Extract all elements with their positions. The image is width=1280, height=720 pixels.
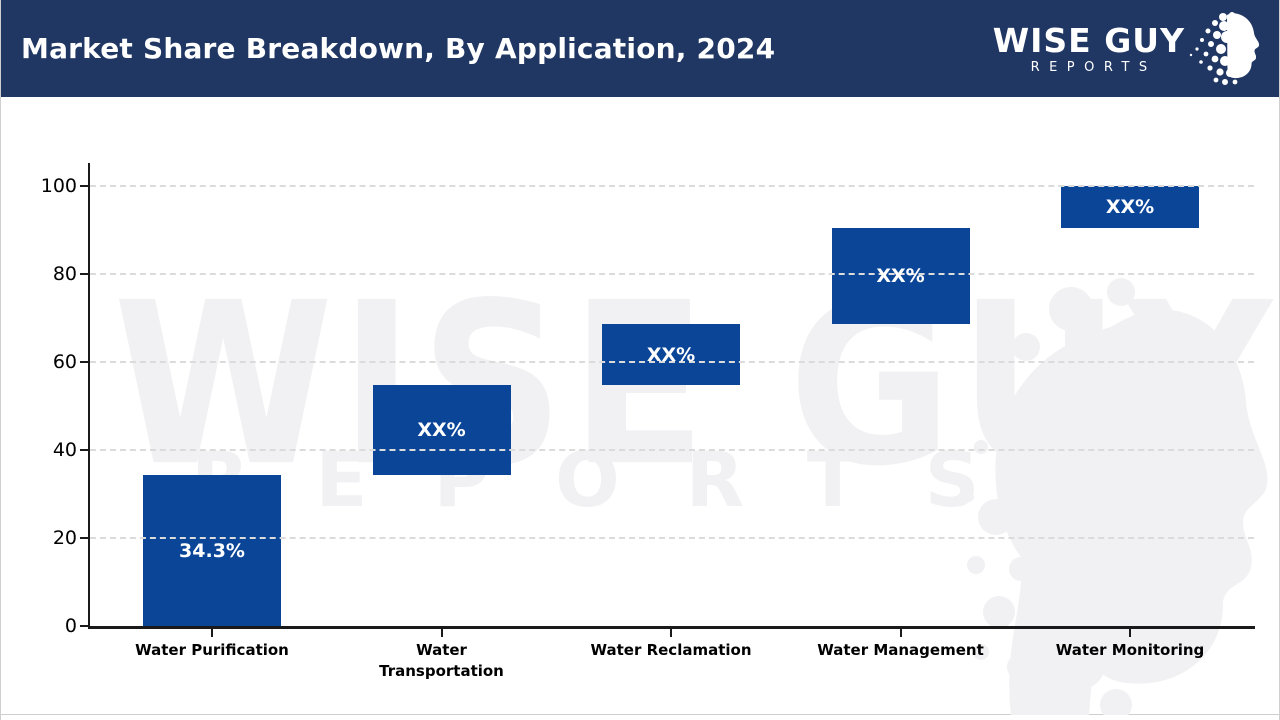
page-bottom-border: [1, 714, 1279, 715]
y-tick-label: 20: [52, 527, 77, 549]
y-tick-mark: [80, 449, 89, 451]
y-tick-label: 40: [52, 439, 77, 461]
bar-value-label: XX%: [1105, 196, 1155, 219]
bar-water-purification: [143, 475, 281, 626]
y-tick-mark: [80, 273, 89, 275]
y-tick-label: 80: [52, 263, 77, 285]
chart-title: Market Share Breakdown, By Application, …: [21, 32, 776, 65]
x-axis-category-label: Water Purification: [135, 641, 289, 659]
watermark-head-profile-icon: [964, 278, 1268, 715]
logo-head-profile-icon: [1189, 11, 1260, 85]
wise-guy-reports-logo: WISE GUY REPORTS: [993, 9, 1261, 89]
bar-value-label: XX%: [876, 265, 925, 288]
x-tick-mark: [211, 629, 213, 637]
bar-value-label: XX%: [417, 418, 466, 441]
header-band: Market Share Breakdown, By Application, …: [1, 0, 1279, 97]
gridline-60: [90, 361, 1254, 363]
y-tick-mark: [80, 185, 89, 187]
bar-water-transportation: [372, 384, 511, 476]
bar-water-reclamation: [602, 324, 740, 385]
y-tick-label: 60: [52, 351, 77, 373]
bar-water-management: [831, 228, 970, 325]
x-axis-line: [88, 626, 1255, 629]
gridline-40: [90, 449, 1254, 451]
gridline-80: [90, 273, 1254, 275]
y-tick-label: 0: [64, 615, 77, 637]
x-tick-mark: [1129, 629, 1131, 637]
y-tick-mark: [80, 537, 89, 539]
logo-subtitle: REPORTS: [1030, 59, 1157, 75]
gridline-20: [90, 537, 1254, 539]
logo-text: WISE GUY REPORTS: [993, 24, 1185, 74]
y-tick-label: 100: [40, 175, 77, 197]
bar-value-label: 34.3%: [179, 539, 245, 562]
y-tick-mark: [80, 625, 89, 627]
x-axis-category-label: Water Transportation: [379, 641, 504, 680]
x-tick-mark: [670, 629, 672, 637]
y-tick-mark: [80, 361, 89, 363]
x-axis-category-label: Water Monitoring: [1055, 641, 1205, 659]
x-tick-mark: [440, 629, 443, 637]
logo-wordmark: WISE GUY: [992, 20, 1185, 60]
chart-plot-region: WISE GUY REPORTS 34.3% XX% XX% XX% XX% 0 20 40 6…: [1, 97, 1279, 715]
y-axis-line: [88, 163, 90, 628]
x-axis-category-label: Water Management: [817, 641, 984, 659]
bar-value-label: XX%: [646, 343, 696, 366]
x-tick-mark: [899, 629, 902, 637]
x-axis-category-label: Water Reclamation: [590, 641, 752, 659]
gridline-100: [90, 185, 1254, 187]
bar-water-monitoring: [1061, 186, 1199, 229]
